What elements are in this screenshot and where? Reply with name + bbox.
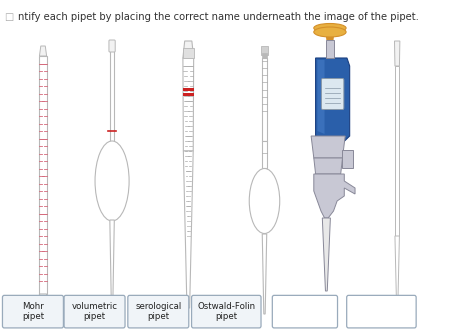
Ellipse shape [314,24,346,33]
FancyBboxPatch shape [2,295,64,328]
Polygon shape [326,40,334,58]
Polygon shape [318,60,325,134]
Bar [261,46,268,55]
Polygon shape [314,174,355,218]
Bar [183,87,194,91]
FancyBboxPatch shape [64,295,125,328]
Polygon shape [326,33,335,40]
Polygon shape [395,66,400,236]
Polygon shape [394,41,400,66]
Polygon shape [314,158,343,174]
FancyBboxPatch shape [321,79,344,110]
Bar [262,53,267,58]
Polygon shape [262,58,267,141]
Polygon shape [110,41,114,51]
Polygon shape [39,46,46,56]
FancyBboxPatch shape [191,295,261,328]
FancyBboxPatch shape [273,295,337,328]
Bar [183,48,194,58]
Text: Mohr
pipet: Mohr pipet [22,302,44,321]
Bar [343,150,353,168]
Text: Ostwald-Folin
pipet: Ostwald-Folin pipet [197,302,255,321]
Polygon shape [322,218,330,291]
Polygon shape [262,141,267,168]
Ellipse shape [249,168,280,234]
Polygon shape [110,51,114,151]
Bar [183,92,194,96]
Polygon shape [183,41,194,58]
FancyBboxPatch shape [128,295,189,328]
Text: ntify each pipet by placing the correct name underneath the image of the pipet.: ntify each pipet by placing the correct … [18,12,419,22]
Text: volumetric
pipet: volumetric pipet [72,302,118,321]
Polygon shape [311,136,345,158]
Polygon shape [39,56,46,294]
Polygon shape [110,220,114,308]
Polygon shape [39,294,46,314]
Polygon shape [262,234,267,314]
Text: serological
pipet: serological pipet [135,302,182,321]
Polygon shape [183,151,193,308]
Polygon shape [395,236,400,314]
FancyBboxPatch shape [346,295,416,328]
Polygon shape [183,58,194,151]
Text: □: □ [4,12,14,22]
Ellipse shape [95,141,129,221]
Polygon shape [316,58,350,143]
FancyBboxPatch shape [109,40,115,52]
Ellipse shape [314,27,346,37]
